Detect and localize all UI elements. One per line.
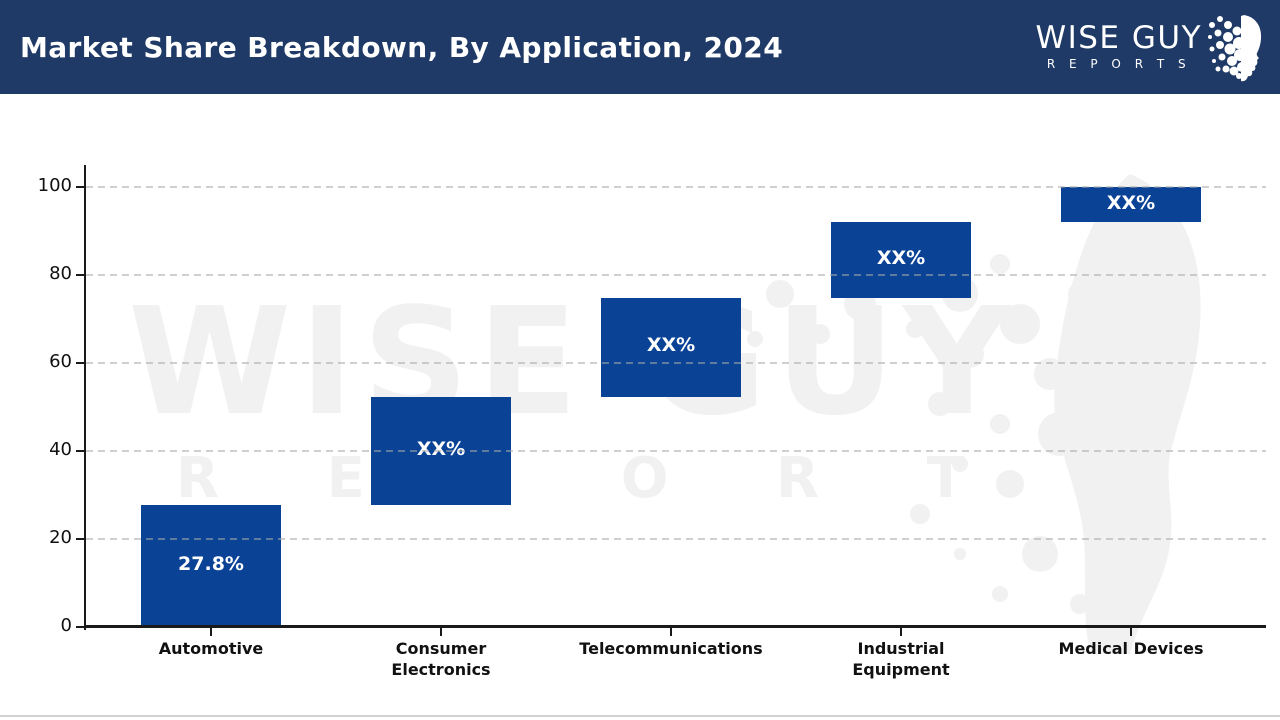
gridline xyxy=(86,538,1266,540)
gridline xyxy=(86,362,1266,364)
y-tick xyxy=(76,450,85,452)
bar-automotive: 27.8% xyxy=(141,504,281,627)
x-tick xyxy=(210,628,212,636)
chart-area: WISE GUY R E P O R T S 0 20 40 60 80 100 27.8%… xyxy=(0,94,1280,720)
bar-telecommunications: XX% xyxy=(601,297,741,397)
bar-value-label: XX% xyxy=(876,247,926,270)
header: Market Share Breakdown, By Application, … xyxy=(0,0,1280,94)
logo-text: WISE GUY R E P O R T S xyxy=(1035,22,1202,72)
y-tick-label: 100 xyxy=(37,175,72,196)
bar-value-label: 27.8% xyxy=(178,552,244,575)
x-tick xyxy=(440,628,442,636)
x-category-label: Telecommunications xyxy=(579,639,763,658)
y-axis-line xyxy=(84,165,86,630)
y-tick xyxy=(76,274,85,276)
logo-tagline: R E P O R T S xyxy=(1046,57,1191,71)
bar-value-label: XX% xyxy=(1106,191,1156,214)
y-tick xyxy=(76,362,85,364)
bottom-border xyxy=(0,715,1280,717)
y-tick-label: 20 xyxy=(49,527,72,548)
x-axis-line xyxy=(84,625,1266,628)
x-tick xyxy=(1130,628,1132,636)
gridline xyxy=(86,274,1266,276)
x-tick xyxy=(900,628,902,636)
x-tick xyxy=(670,628,672,636)
logo-wordmark: WISE GUY xyxy=(1035,20,1202,56)
plot: 0 20 40 60 80 100 27.8% Automotive XX% Consumer E… xyxy=(0,94,1280,720)
y-tick xyxy=(76,186,85,188)
logo-face-icon xyxy=(1208,15,1262,82)
x-category-label: Industrial Equipment xyxy=(852,639,950,679)
x-category-label: Automotive xyxy=(158,639,264,658)
bar-value-label: XX% xyxy=(416,437,466,460)
gridline xyxy=(86,450,1266,452)
y-tick xyxy=(76,626,85,628)
gridline xyxy=(86,186,1266,188)
y-tick-label: 60 xyxy=(49,351,72,372)
y-tick-label: 40 xyxy=(49,439,72,460)
bar-medical-devices: XX% xyxy=(1061,187,1201,223)
y-tick xyxy=(76,538,85,540)
y-tick-label: 0 xyxy=(60,615,72,636)
x-category-label: Consumer Electronics xyxy=(391,639,491,679)
bar-industrial-equipment: XX% xyxy=(831,222,971,298)
y-tick-label: 80 xyxy=(49,263,72,284)
wiseguy-logo: WISE GUY R E P O R T S xyxy=(1035,11,1262,83)
page-title: Market Share Breakdown, By Application, … xyxy=(20,30,784,64)
x-category-label: Medical Devices xyxy=(1058,639,1204,658)
bar-value-label: XX% xyxy=(646,334,696,357)
